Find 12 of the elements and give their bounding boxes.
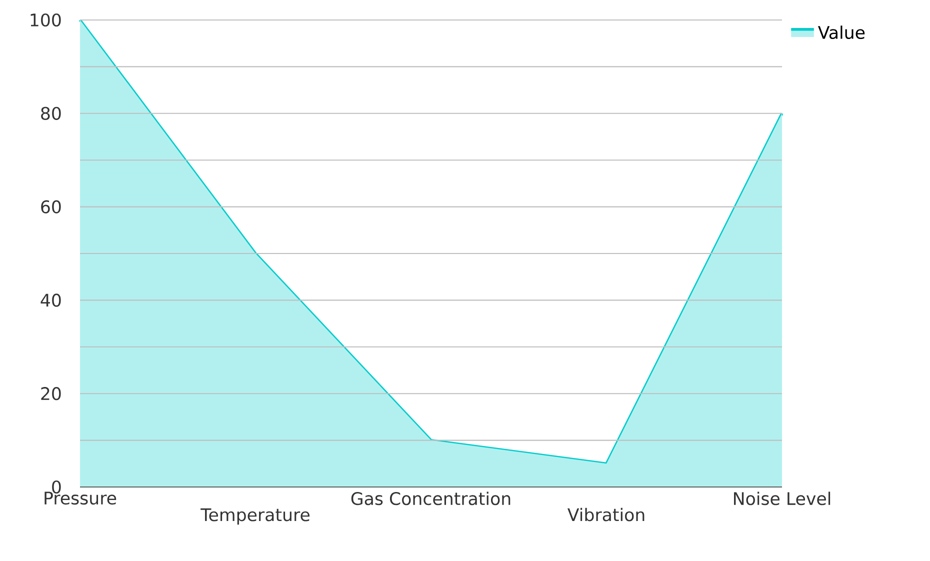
y-tick-label: 60 bbox=[41, 200, 61, 214]
legend-label: Value bbox=[818, 26, 865, 40]
y-tick-label: 100 bbox=[30, 13, 61, 27]
y-tick-label: 0 bbox=[52, 480, 61, 494]
x-tick-label: Temperature bbox=[200, 508, 310, 525]
x-tick-label: Noise Level bbox=[734, 492, 830, 506]
y-tick-label: 80 bbox=[41, 106, 61, 120]
y-tick-label: 20 bbox=[41, 387, 61, 400]
x-tick-label: Vibration bbox=[568, 508, 644, 522]
x-tick-label: Pressure bbox=[44, 492, 116, 505]
x-tick-label: Gas Concentration bbox=[351, 492, 510, 506]
y-tick-label: 40 bbox=[40, 294, 61, 307]
